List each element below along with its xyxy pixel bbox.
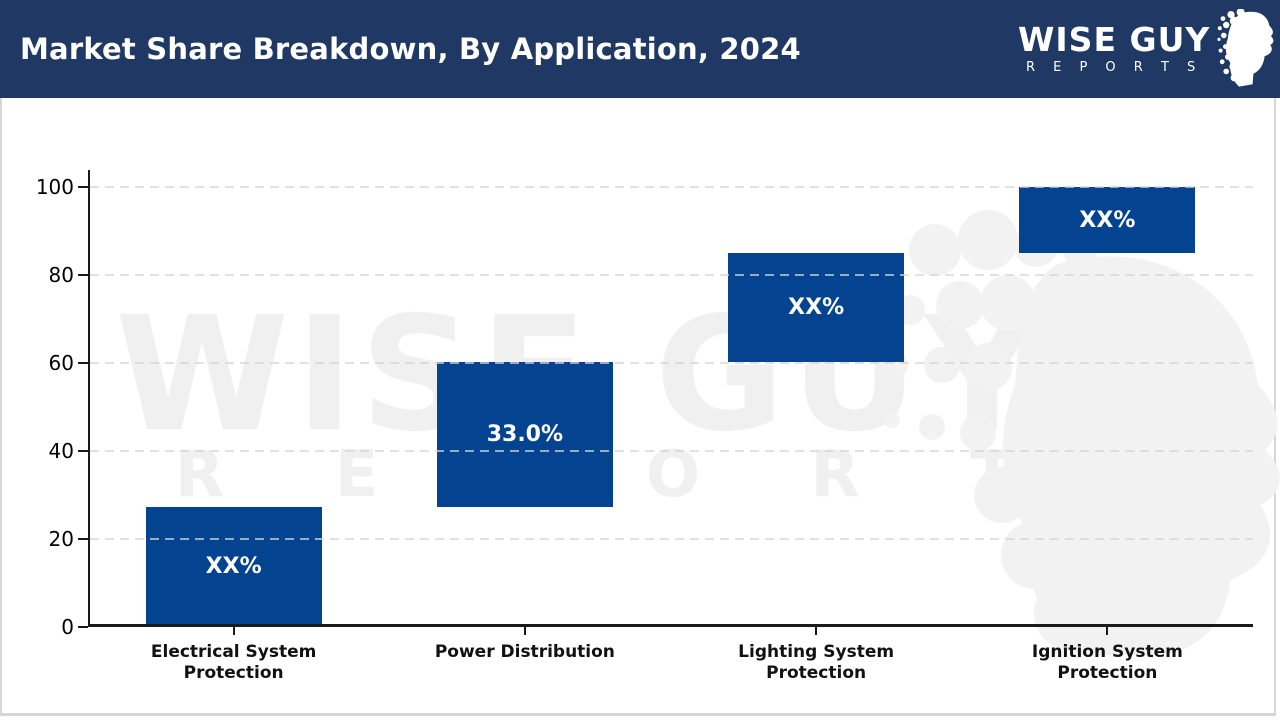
x-category-label-line: Lighting System — [738, 642, 895, 662]
x-category-label-line: Protection — [183, 662, 284, 683]
x-tick-mark — [232, 627, 235, 635]
x-category-label: Electrical System Protection — [114, 642, 354, 683]
y-tick-mark — [78, 450, 88, 452]
x-category-label-line: Ignition System — [1031, 642, 1183, 662]
x-tick-mark — [1106, 627, 1109, 635]
bar-segment: XX% — [145, 506, 322, 627]
y-tick-mark — [78, 362, 88, 364]
x-tick-mark — [815, 627, 818, 635]
gridline — [90, 186, 1253, 188]
logo-wordmark: WISE GUY R E P O R T S — [1018, 23, 1210, 75]
gridline — [90, 274, 1253, 276]
y-tick-label: 20 — [48, 527, 74, 551]
x-category-label-line: Protection — [766, 662, 867, 683]
bar-segment: 33.0% — [436, 361, 613, 507]
x-category-label: Power Distribution — [405, 642, 645, 663]
gridline — [90, 538, 1253, 540]
x-tick-mark — [523, 627, 526, 635]
y-tick-label: 40 — [48, 439, 74, 463]
watermark-face-dots — [884, 210, 1280, 655]
logo-wordmark-line2: R E P O R T S — [1025, 59, 1203, 75]
bar-segment: XX% — [1019, 187, 1196, 253]
x-category-label-line: Protection — [1057, 662, 1158, 683]
y-tick-label: 60 — [48, 351, 74, 375]
x-axis-line — [88, 624, 1253, 627]
gridline — [90, 450, 1253, 452]
bar-segment: XX% — [728, 253, 905, 362]
wiseguy-logo: WISE GUY R E P O R T S — [1018, 6, 1274, 92]
logo-wordmark-line1: WISE GUY — [1018, 20, 1211, 60]
x-category-label-line: Power Distribution — [434, 642, 615, 662]
x-category-label: Lighting System Protection — [696, 642, 936, 683]
y-tick-label: 80 — [48, 263, 74, 287]
y-tick-label: 0 — [61, 615, 74, 639]
y-axis-line — [88, 170, 90, 627]
logo-face-icon — [1217, 9, 1274, 87]
y-tick-mark — [78, 538, 88, 540]
header-bar: Market Share Breakdown, By Application, … — [0, 0, 1280, 98]
chart-title: Market Share Breakdown, By Application, … — [20, 32, 801, 66]
y-tick-label: 100 — [35, 175, 74, 199]
gridline — [90, 362, 1253, 364]
plot-area: XX% 33.0% XX% XX% 0 20 40 60 80 100 Electrical Sys… — [36, 170, 1253, 683]
bar-value-label: 33.0% — [486, 421, 564, 447]
y-tick-mark — [78, 186, 88, 188]
bar-value-label: XX% — [205, 554, 262, 580]
bar-value-label: XX% — [788, 294, 845, 320]
x-category-label: Ignition System Protection — [987, 642, 1227, 683]
y-tick-mark — [78, 274, 88, 276]
bar-value-label: XX% — [1079, 207, 1136, 233]
y-tick-mark — [78, 626, 88, 628]
x-category-label-line: Electrical System — [150, 642, 317, 662]
